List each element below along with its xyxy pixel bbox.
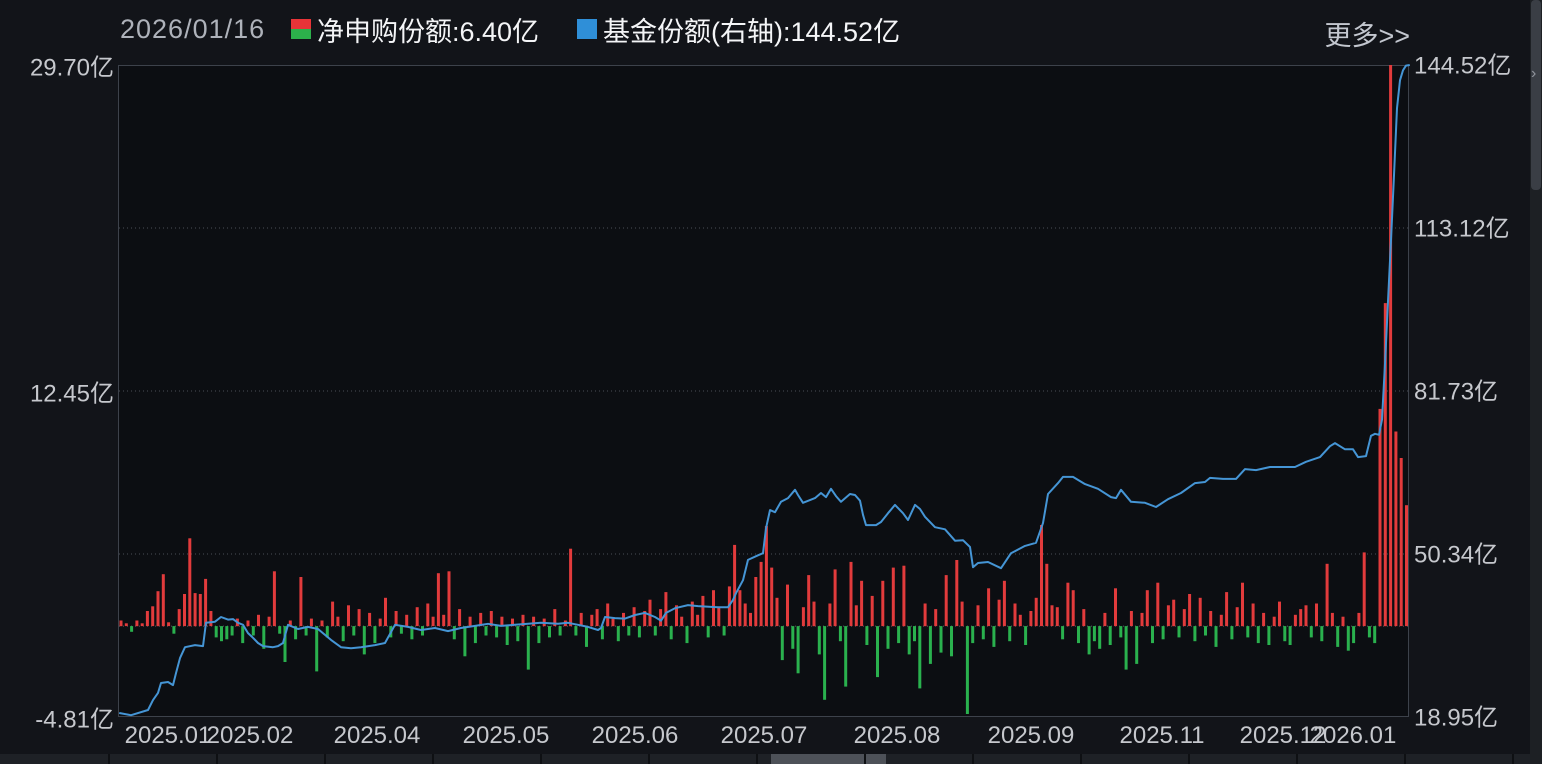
legend-icon-red-half xyxy=(291,19,311,29)
legend-label-net-subscription: 净申购份额:6.40亿 xyxy=(317,16,540,47)
x-axis-tick: 2025.12 xyxy=(1239,722,1327,749)
blue-line-legend-icon xyxy=(577,19,597,39)
right-axis-tick: 18.95亿 xyxy=(1414,704,1499,732)
right-axis-tick: 144.52亿 xyxy=(1414,52,1512,80)
x-axis-tick: 2025.06 xyxy=(591,722,679,749)
bottom-scroll-strip[interactable] xyxy=(0,754,1530,764)
bottom-strip-divider xyxy=(756,754,758,764)
scrollbar-chevron-icon: › xyxy=(1531,65,1537,82)
legend-item-fund-shares: 基金份额(右轴):144.52亿 xyxy=(577,14,900,47)
left-axis-tick: 29.70亿 xyxy=(29,54,114,82)
plot-area[interactable] xyxy=(118,65,1409,717)
right-axis-tick: 113.12亿 xyxy=(1414,215,1510,243)
bottom-scroll-thumb[interactable] xyxy=(771,754,886,764)
bottom-strip-divider xyxy=(324,754,326,764)
bottom-strip-divider xyxy=(1512,754,1514,764)
right-axis-tick: 81.73亿 xyxy=(1414,378,1499,406)
x-axis-tick: 2026.01 xyxy=(1309,722,1397,749)
vertical-scrollbar[interactable]: › xyxy=(1530,0,1542,764)
x-axis-tick: 2025.07 xyxy=(720,722,808,749)
bottom-strip-divider xyxy=(1404,754,1406,764)
legend-icon-green-half xyxy=(291,29,311,39)
x-axis-tick: 2025.09 xyxy=(987,722,1075,749)
chart-date-label: 2026/01/16 xyxy=(120,14,266,44)
x-axis-tick: 2025.04 xyxy=(333,722,421,749)
bottom-strip-divider xyxy=(216,754,218,764)
bottom-strip-divider xyxy=(864,754,866,764)
bottom-strip-divider xyxy=(1296,754,1298,764)
bottom-strip-divider xyxy=(1188,754,1190,764)
x-axis-tick: 2025.02 xyxy=(206,722,294,749)
bottom-strip-divider xyxy=(108,754,110,764)
legend-label-fund-shares: 基金份额(右轴):144.52亿 xyxy=(603,16,901,47)
right-axis-tick: 50.34亿 xyxy=(1414,541,1499,569)
x-axis-tick: 2025.08 xyxy=(853,722,941,749)
left-axis-tick: -4.81亿 xyxy=(35,706,114,734)
bottom-strip-divider xyxy=(540,754,542,764)
bottom-strip-divider xyxy=(432,754,434,764)
legend-item-net-subscription: 净申购份额:6.40亿 xyxy=(291,14,539,47)
x-axis-tick: 2025.11 xyxy=(1119,722,1205,749)
left-axis-tick: 12.45亿 xyxy=(29,380,114,408)
bottom-strip-divider xyxy=(1080,754,1082,764)
x-axis-tick: 2025.01 xyxy=(124,722,212,749)
x-axis-tick: 2025.05 xyxy=(462,722,550,749)
more-link[interactable]: 更多>> xyxy=(1324,21,1410,51)
vertical-scrollbar-thumb[interactable] xyxy=(1531,0,1541,190)
bottom-strip-divider xyxy=(648,754,650,764)
red-green-bar-legend-icon xyxy=(291,19,311,39)
bottom-strip-divider xyxy=(972,754,974,764)
